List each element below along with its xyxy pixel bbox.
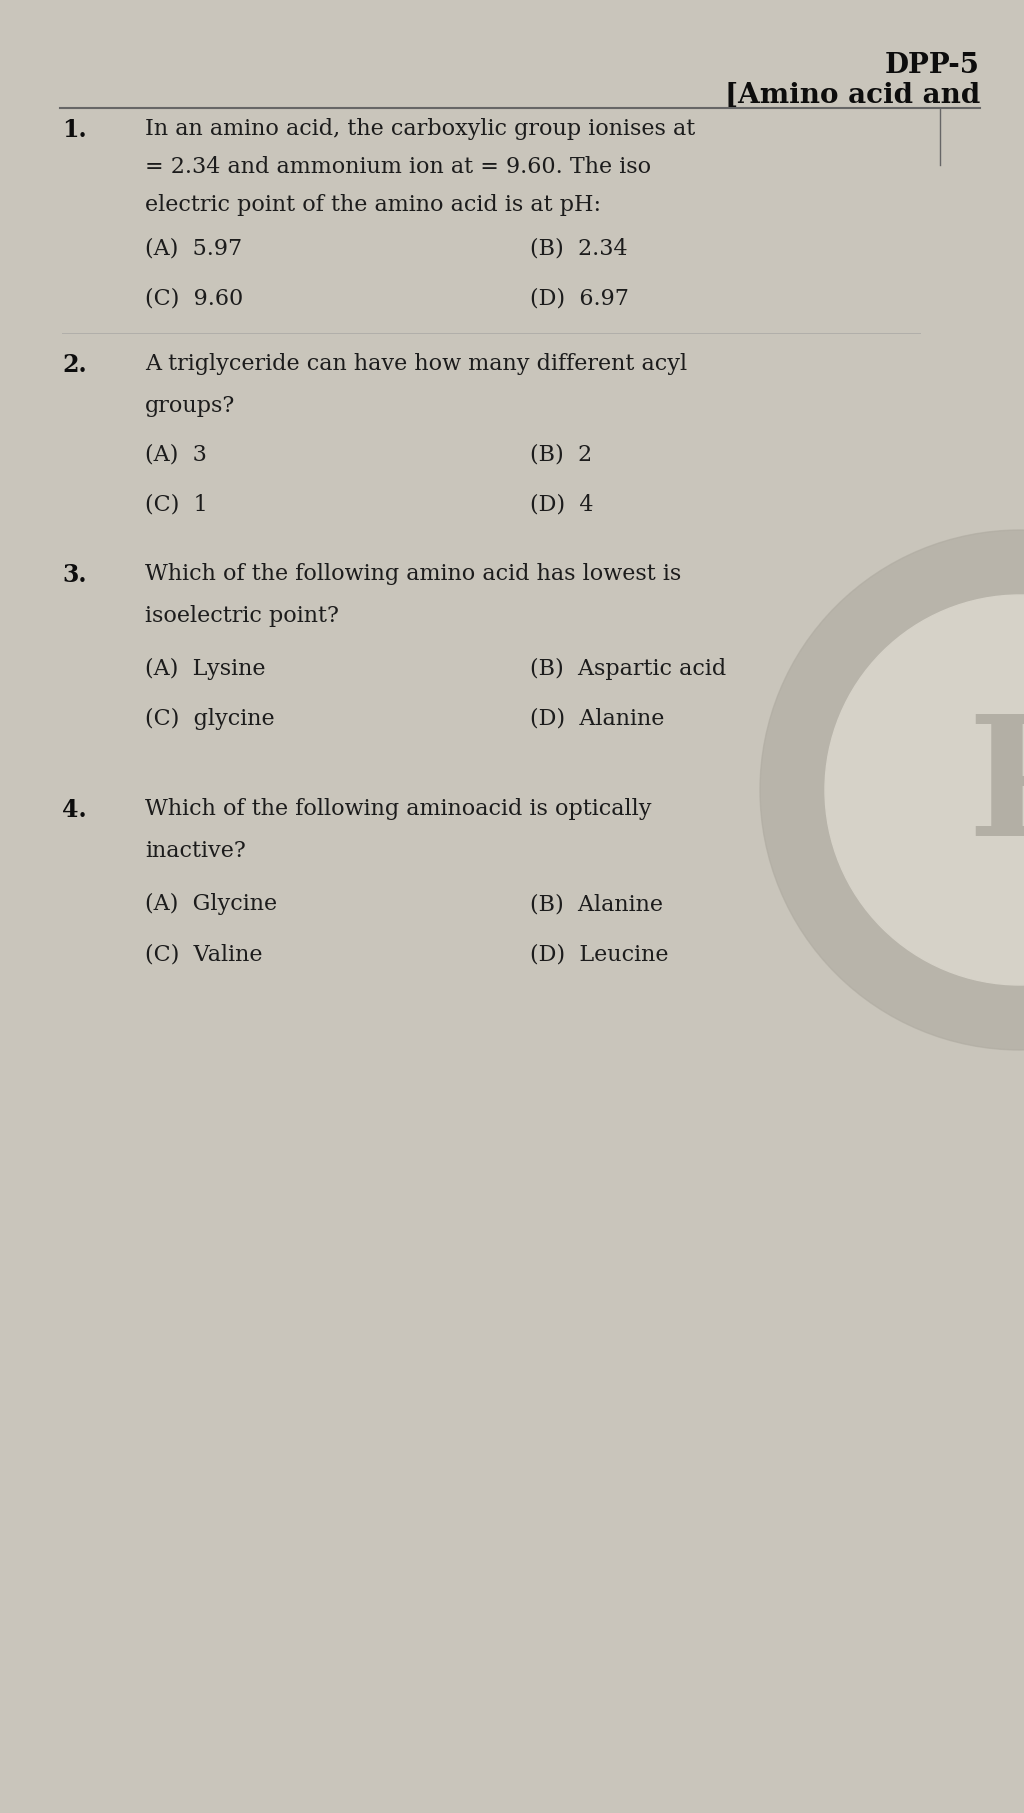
Text: Which of the following aminoacid is optically: Which of the following aminoacid is opti…	[145, 798, 651, 819]
Text: (A)  Glycine: (A) Glycine	[145, 894, 278, 916]
Text: (C)  glycine: (C) glycine	[145, 709, 274, 731]
Text: 1.: 1.	[62, 118, 87, 141]
Text: (A)  Lysine: (A) Lysine	[145, 658, 265, 680]
Text: 2.: 2.	[62, 354, 87, 377]
Text: (D)  Leucine: (D) Leucine	[530, 943, 669, 965]
Text: 3.: 3.	[62, 564, 86, 587]
Text: (B)  2.34: (B) 2.34	[530, 238, 628, 259]
Text: (A)  3: (A) 3	[145, 442, 207, 464]
Text: = 2.34 and ammonium ion at = 9.60. The iso: = 2.34 and ammonium ion at = 9.60. The i…	[145, 156, 651, 178]
Text: (B)  2: (B) 2	[530, 442, 592, 464]
Text: [Amino acid and: [Amino acid and	[725, 82, 980, 109]
Text: electric point of the amino acid is at pH:: electric point of the amino acid is at p…	[145, 194, 601, 216]
Text: (B)  Aspartic acid: (B) Aspartic acid	[530, 658, 726, 680]
Circle shape	[760, 529, 1024, 1050]
Text: inactive?: inactive?	[145, 839, 246, 861]
Text: (A)  5.97: (A) 5.97	[145, 238, 242, 259]
Text: P: P	[968, 709, 1024, 870]
Text: (D)  4: (D) 4	[530, 493, 594, 515]
Text: A triglyceride can have how many different acyl: A triglyceride can have how many differe…	[145, 354, 687, 375]
Text: (C)  Valine: (C) Valine	[145, 943, 262, 965]
Circle shape	[825, 595, 1024, 984]
Text: 4.: 4.	[62, 798, 87, 821]
Text: (D)  Alanine: (D) Alanine	[530, 709, 665, 731]
Text: DPP-5: DPP-5	[885, 53, 980, 80]
Text: (C)  1: (C) 1	[145, 493, 208, 515]
Text: groups?: groups?	[145, 395, 236, 417]
Text: (B)  Alanine: (B) Alanine	[530, 894, 663, 916]
Text: isoelectric point?: isoelectric point?	[145, 606, 339, 627]
Text: In an amino acid, the carboxylic group ionises at: In an amino acid, the carboxylic group i…	[145, 118, 695, 140]
Text: (C)  9.60: (C) 9.60	[145, 288, 244, 310]
Text: Which of the following amino acid has lowest is: Which of the following amino acid has lo…	[145, 564, 681, 586]
Text: (D)  6.97: (D) 6.97	[530, 288, 629, 310]
